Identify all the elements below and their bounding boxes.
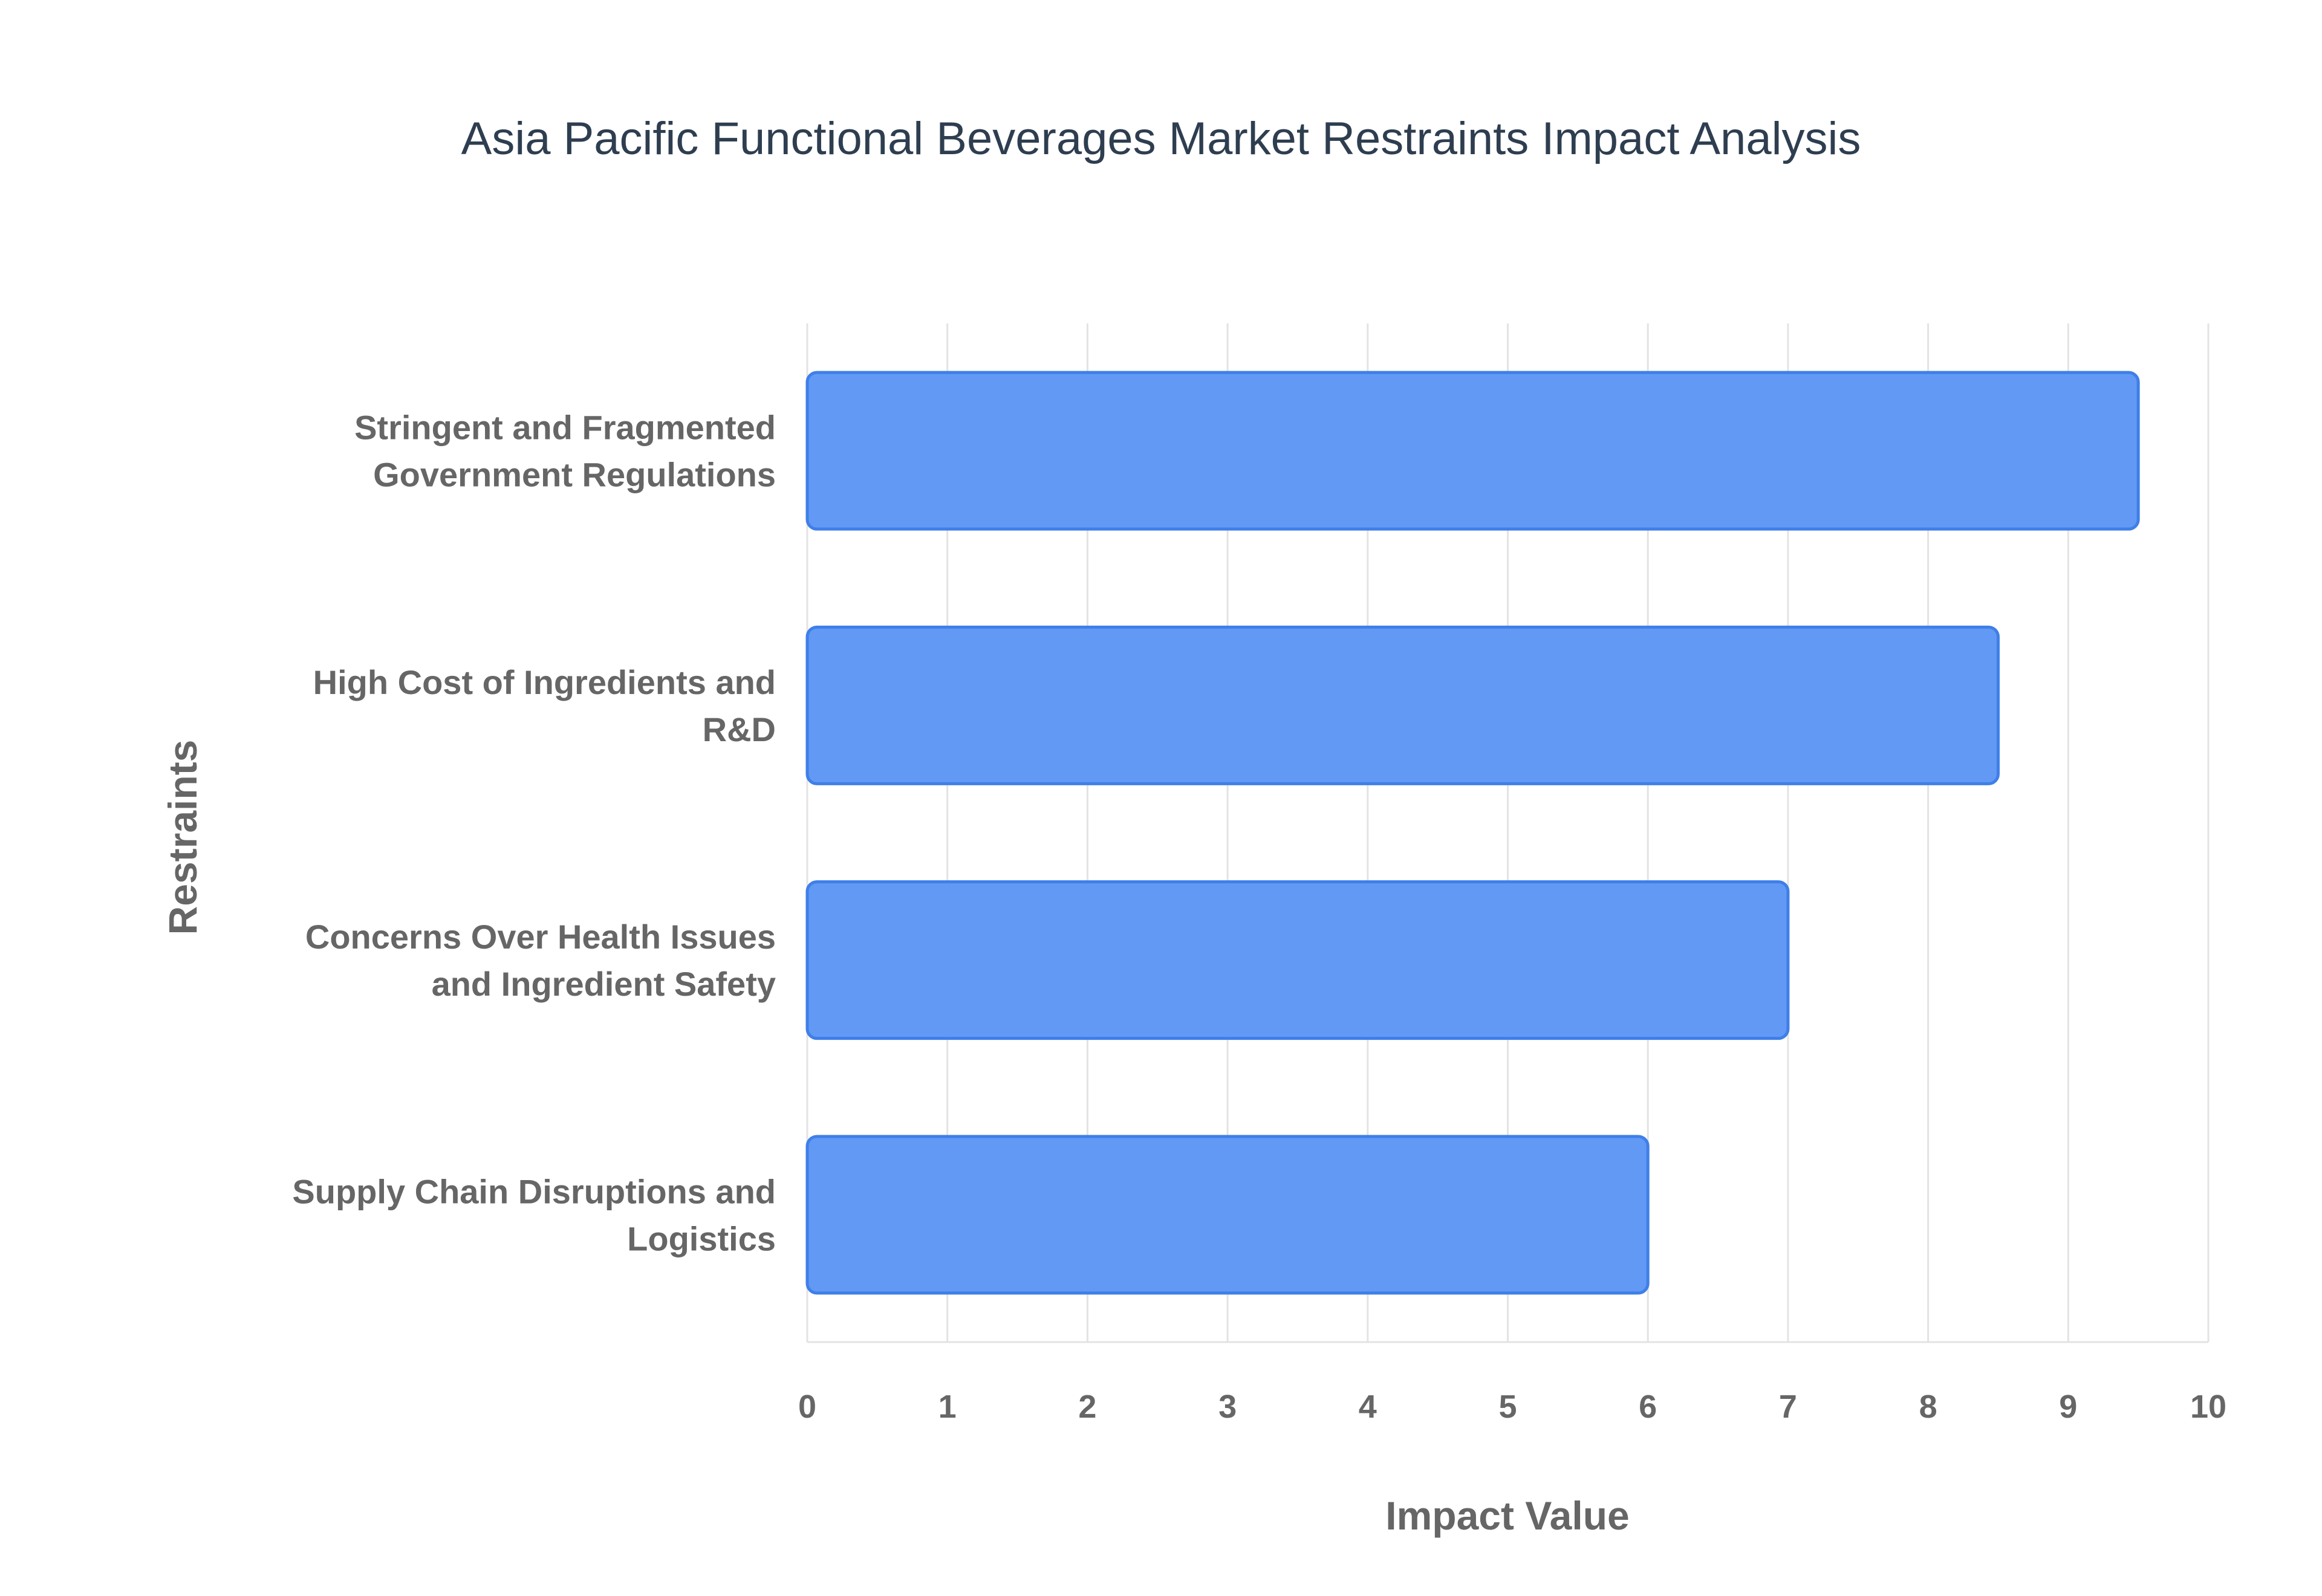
chart-title: Asia Pacific Functional Beverages Market… — [461, 113, 1861, 164]
x-tick-labels: 0 1 2 3 4 5 6 7 8 9 10 — [798, 1389, 2226, 1425]
x-tick-label: 10 — [2190, 1389, 2226, 1425]
bar — [805, 371, 2140, 531]
x-tick-label: 5 — [1498, 1389, 1517, 1425]
bars — [805, 371, 2140, 1295]
category-label: Stringent and Fragmented Government Regul… — [354, 409, 776, 494]
x-axis-title: Impact Value — [1385, 1493, 1630, 1538]
bar — [805, 880, 1790, 1040]
category-label-line: Government Regulations — [373, 456, 776, 494]
bar — [805, 1135, 1650, 1295]
x-tick-label: 6 — [1639, 1389, 1657, 1425]
category-label-line: Logistics — [627, 1219, 776, 1257]
bar — [805, 625, 2000, 785]
x-tick-label: 2 — [1078, 1389, 1096, 1425]
category-label: Concerns Over Health Issues and Ingredien… — [305, 918, 776, 1003]
x-tick-label: 3 — [1218, 1389, 1237, 1425]
category-label-line: R&D — [703, 710, 776, 748]
category-label-line: High Cost of Ingredients and — [313, 663, 776, 701]
category-label-line: and Ingredient Safety — [432, 965, 776, 1003]
x-tick-label: 7 — [1779, 1389, 1797, 1425]
category-label-line: Supply Chain Disruptions and — [292, 1172, 776, 1210]
category-labels: Stringent and Fragmented Government Regul… — [292, 409, 776, 1258]
category-label-line: Concerns Over Health Issues — [305, 918, 776, 956]
x-tick-label: 0 — [798, 1389, 816, 1425]
category-label-line: Stringent and Fragmented — [354, 409, 776, 447]
y-axis-title: Restraints — [160, 740, 205, 935]
x-tick-label: 4 — [1359, 1389, 1377, 1425]
x-tick-label: 9 — [2059, 1389, 2077, 1425]
category-label: Supply Chain Disruptions and Logistics — [292, 1172, 776, 1257]
category-label: High Cost of Ingredients and R&D — [313, 663, 776, 748]
x-tick-label: 1 — [938, 1389, 957, 1425]
x-tick-label: 8 — [1919, 1389, 1937, 1425]
